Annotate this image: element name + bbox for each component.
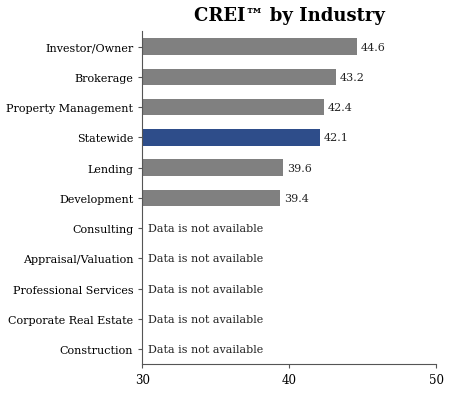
Title: CREI™ by Industry: CREI™ by Industry	[194, 7, 384, 25]
Text: 42.1: 42.1	[324, 133, 348, 143]
Text: Data is not available: Data is not available	[148, 344, 264, 354]
Text: 39.6: 39.6	[287, 163, 312, 173]
Text: Data is not available: Data is not available	[148, 224, 264, 234]
Bar	[142, 160, 283, 177]
Text: Data is not available: Data is not available	[148, 314, 264, 324]
Text: 43.2: 43.2	[340, 73, 365, 83]
Bar	[142, 69, 336, 86]
Bar	[142, 190, 280, 207]
Text: 39.4: 39.4	[284, 194, 309, 203]
Bar	[142, 39, 357, 56]
Bar	[142, 100, 324, 116]
Text: 42.4: 42.4	[328, 103, 353, 113]
Text: 44.6: 44.6	[360, 43, 385, 53]
Text: Data is not available: Data is not available	[148, 254, 264, 264]
Text: Data is not available: Data is not available	[148, 284, 264, 294]
Bar	[142, 130, 320, 146]
